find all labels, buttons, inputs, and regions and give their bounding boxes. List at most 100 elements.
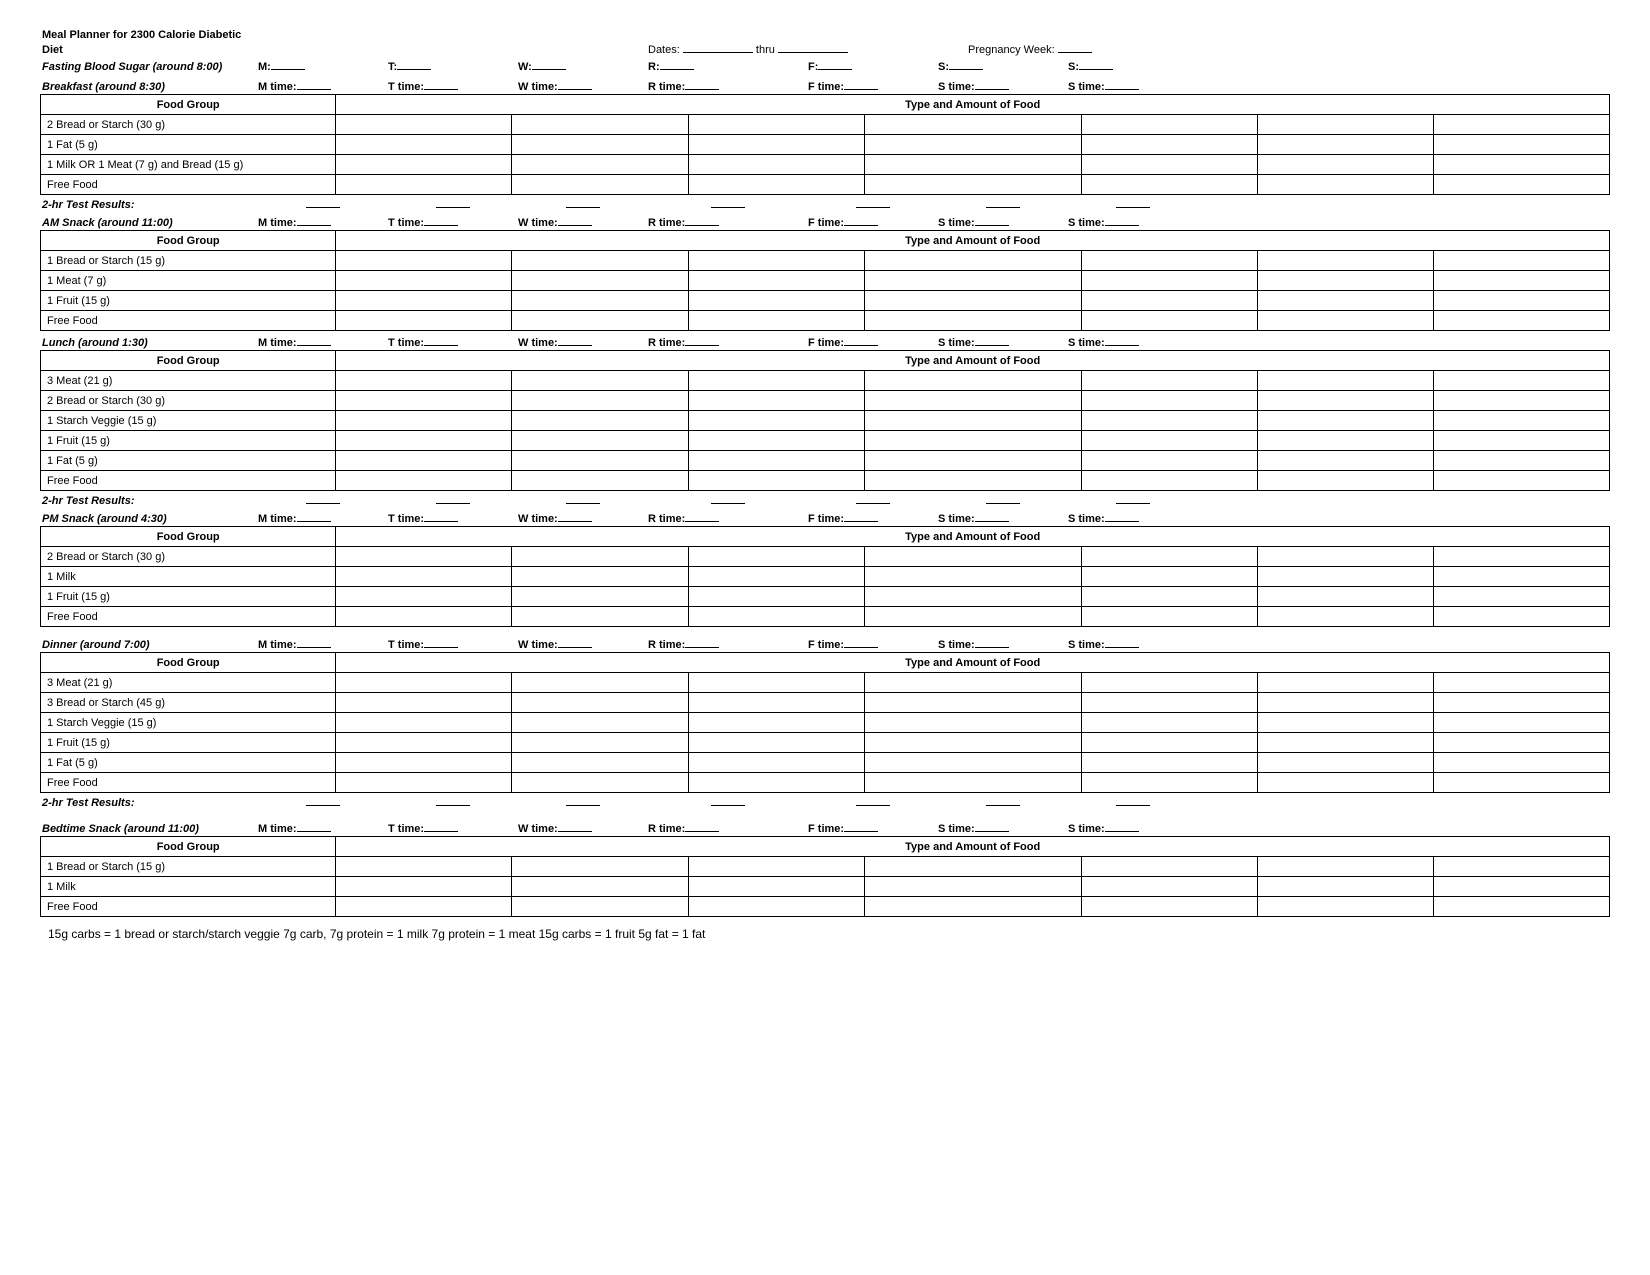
food-entry-cell[interactable] xyxy=(864,773,1081,793)
food-entry-cell[interactable] xyxy=(1257,135,1433,155)
food-entry-cell[interactable] xyxy=(512,587,688,607)
food-entry-cell[interactable] xyxy=(1433,733,1609,753)
time-blank[interactable] xyxy=(975,215,1009,226)
food-entry-cell[interactable] xyxy=(864,311,1081,331)
time-blank[interactable] xyxy=(975,79,1009,90)
food-entry-cell[interactable] xyxy=(1081,135,1257,155)
food-entry-cell[interactable] xyxy=(864,693,1081,713)
food-entry-cell[interactable] xyxy=(512,431,688,451)
food-entry-cell[interactable] xyxy=(688,877,864,897)
time-blank[interactable] xyxy=(558,215,592,226)
time-blank[interactable] xyxy=(424,335,458,346)
food-entry-cell[interactable] xyxy=(1433,371,1609,391)
food-entry-cell[interactable] xyxy=(1081,411,1257,431)
food-entry-cell[interactable] xyxy=(1433,451,1609,471)
food-entry-cell[interactable] xyxy=(336,391,512,411)
time-blank[interactable] xyxy=(1105,79,1139,90)
food-entry-cell[interactable] xyxy=(336,753,512,773)
food-entry-cell[interactable] xyxy=(1081,451,1257,471)
time-blank[interactable] xyxy=(1105,821,1139,832)
food-entry-cell[interactable] xyxy=(864,753,1081,773)
food-entry-cell[interactable] xyxy=(688,693,864,713)
test-blank[interactable] xyxy=(986,795,1020,806)
food-entry-cell[interactable] xyxy=(336,587,512,607)
test-blank[interactable] xyxy=(1116,197,1150,208)
food-entry-cell[interactable] xyxy=(1257,733,1433,753)
food-entry-cell[interactable] xyxy=(864,431,1081,451)
food-entry-cell[interactable] xyxy=(1433,175,1609,195)
time-blank[interactable] xyxy=(685,637,719,648)
food-entry-cell[interactable] xyxy=(512,897,688,917)
food-entry-cell[interactable] xyxy=(512,471,688,491)
food-entry-cell[interactable] xyxy=(1433,673,1609,693)
time-blank[interactable] xyxy=(558,79,592,90)
food-entry-cell[interactable] xyxy=(1081,431,1257,451)
food-entry-cell[interactable] xyxy=(1257,547,1433,567)
time-blank[interactable] xyxy=(1105,215,1139,226)
food-entry-cell[interactable] xyxy=(1257,693,1433,713)
food-entry-cell[interactable] xyxy=(336,773,512,793)
food-entry-cell[interactable] xyxy=(336,411,512,431)
food-entry-cell[interactable] xyxy=(1257,175,1433,195)
time-blank[interactable] xyxy=(1105,637,1139,648)
food-entry-cell[interactable] xyxy=(1433,391,1609,411)
food-entry-cell[interactable] xyxy=(688,753,864,773)
food-entry-cell[interactable] xyxy=(864,857,1081,877)
food-entry-cell[interactable] xyxy=(1081,897,1257,917)
test-blank[interactable] xyxy=(306,197,340,208)
time-blank[interactable] xyxy=(297,637,331,648)
food-entry-cell[interactable] xyxy=(1433,693,1609,713)
time-blank[interactable] xyxy=(685,335,719,346)
food-entry-cell[interactable] xyxy=(688,251,864,271)
food-entry-cell[interactable] xyxy=(1433,713,1609,733)
food-entry-cell[interactable] xyxy=(1257,271,1433,291)
food-entry-cell[interactable] xyxy=(688,371,864,391)
food-entry-cell[interactable] xyxy=(336,371,512,391)
food-entry-cell[interactable] xyxy=(688,713,864,733)
food-entry-cell[interactable] xyxy=(512,115,688,135)
time-blank[interactable] xyxy=(975,335,1009,346)
time-blank[interactable] xyxy=(975,821,1009,832)
food-entry-cell[interactable] xyxy=(512,175,688,195)
time-blank[interactable] xyxy=(297,511,331,522)
food-entry-cell[interactable] xyxy=(688,411,864,431)
food-entry-cell[interactable] xyxy=(336,693,512,713)
food-entry-cell[interactable] xyxy=(1257,371,1433,391)
food-entry-cell[interactable] xyxy=(688,587,864,607)
food-entry-cell[interactable] xyxy=(336,713,512,733)
time-blank[interactable] xyxy=(424,215,458,226)
food-entry-cell[interactable] xyxy=(1081,115,1257,135)
time-blank[interactable] xyxy=(558,821,592,832)
time-blank[interactable] xyxy=(844,215,878,226)
test-blank[interactable] xyxy=(711,197,745,208)
pregnancy-week-blank[interactable] xyxy=(1058,42,1092,53)
food-entry-cell[interactable] xyxy=(1081,753,1257,773)
food-entry-cell[interactable] xyxy=(688,115,864,135)
time-blank[interactable] xyxy=(297,79,331,90)
time-blank[interactable] xyxy=(1105,335,1139,346)
time-blank[interactable] xyxy=(844,511,878,522)
food-entry-cell[interactable] xyxy=(512,673,688,693)
test-blank[interactable] xyxy=(436,795,470,806)
food-entry-cell[interactable] xyxy=(688,897,864,917)
food-entry-cell[interactable] xyxy=(512,291,688,311)
food-entry-cell[interactable] xyxy=(1257,877,1433,897)
time-blank[interactable] xyxy=(424,79,458,90)
food-entry-cell[interactable] xyxy=(512,371,688,391)
food-entry-cell[interactable] xyxy=(512,155,688,175)
food-entry-cell[interactable] xyxy=(336,567,512,587)
time-blank[interactable] xyxy=(975,637,1009,648)
food-entry-cell[interactable] xyxy=(864,733,1081,753)
food-entry-cell[interactable] xyxy=(1081,567,1257,587)
food-entry-cell[interactable] xyxy=(688,607,864,627)
food-entry-cell[interactable] xyxy=(1433,291,1609,311)
test-blank[interactable] xyxy=(436,197,470,208)
food-entry-cell[interactable] xyxy=(1081,311,1257,331)
food-entry-cell[interactable] xyxy=(1433,155,1609,175)
test-blank[interactable] xyxy=(1116,493,1150,504)
food-entry-cell[interactable] xyxy=(336,251,512,271)
food-entry-cell[interactable] xyxy=(688,773,864,793)
time-blank[interactable] xyxy=(685,79,719,90)
test-blank[interactable] xyxy=(986,197,1020,208)
food-entry-cell[interactable] xyxy=(1257,311,1433,331)
